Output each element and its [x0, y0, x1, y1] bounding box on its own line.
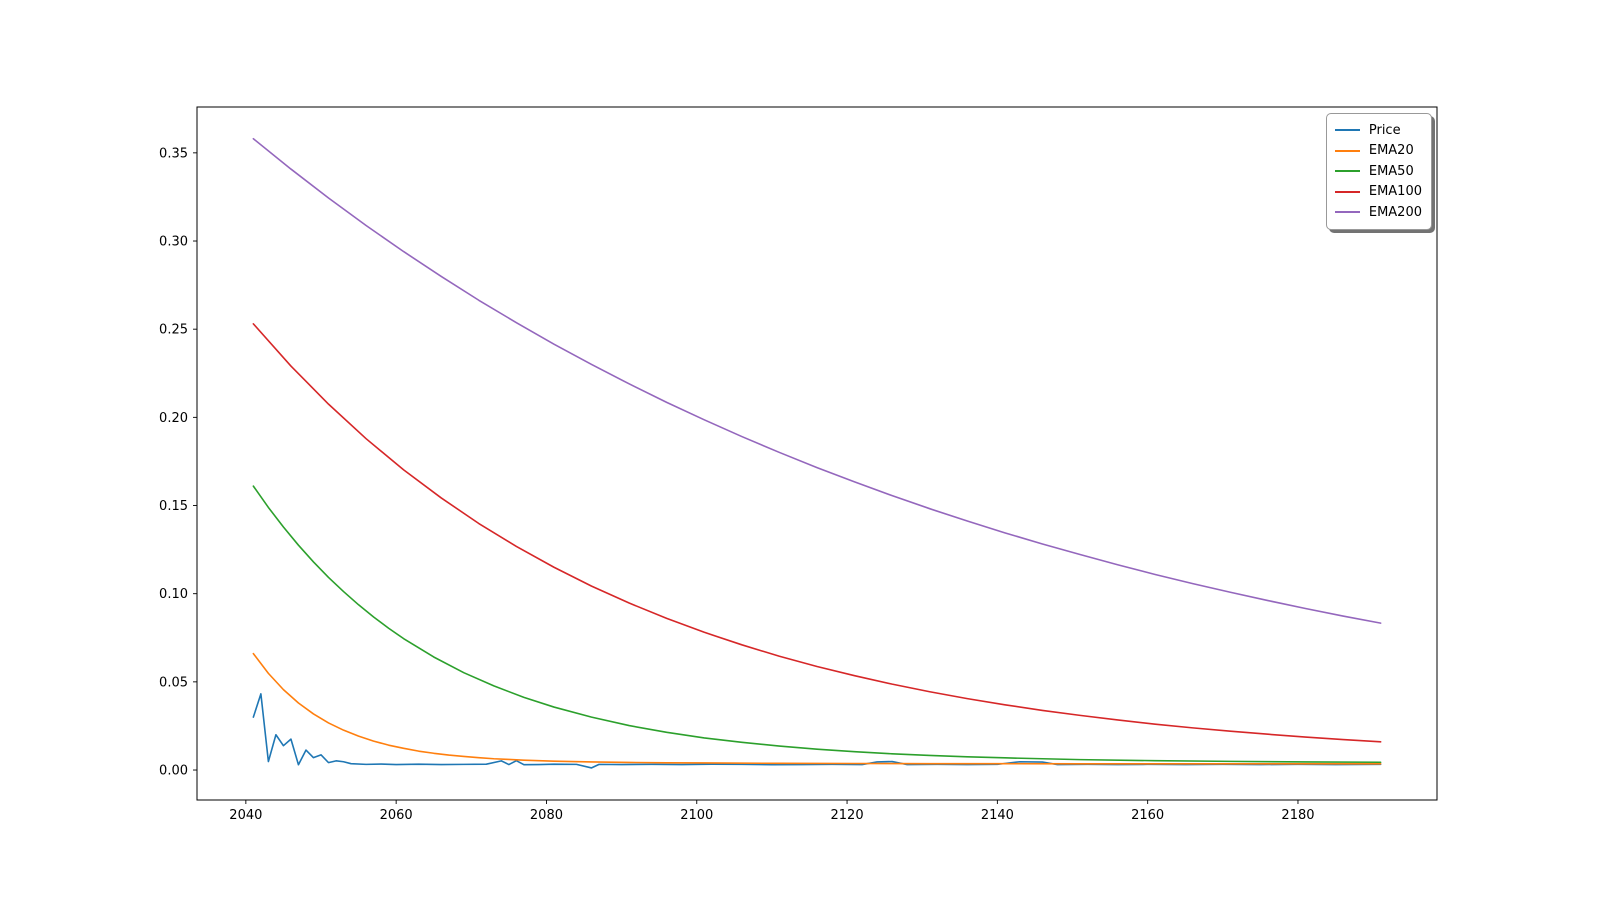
legend-item-label: EMA20	[1368, 143, 1414, 159]
y-tick-label: 0.35	[159, 146, 188, 161]
y-tick-label: 0.05	[159, 675, 188, 690]
series-line-ema20	[252, 652, 1382, 765]
x-tick-label: 2120	[831, 808, 864, 823]
legend-item-label: EMA200	[1368, 204, 1422, 220]
legend-item-ema100: EMA100	[1334, 182, 1422, 203]
x-tick-label: 2040	[229, 808, 262, 823]
series-line-ema200	[252, 137, 1382, 624]
y-tick-label: 0.10	[159, 587, 188, 602]
legend-item-label: EMA100	[1368, 184, 1422, 200]
y-tick-label: 0.15	[159, 499, 188, 514]
legend-line-swatch	[1334, 129, 1360, 132]
series-line-ema100	[252, 323, 1382, 743]
legend-line-swatch	[1334, 190, 1360, 193]
legend-item-ema200: EMA200	[1334, 202, 1422, 223]
legend-item-ema20: EMA20	[1334, 141, 1422, 162]
legend-item-price: Price	[1334, 120, 1422, 141]
y-tick-label: 0.20	[159, 411, 188, 426]
axes-spines	[196, 106, 1438, 801]
legend-line-swatch	[1334, 149, 1360, 152]
legend-line-swatch	[1334, 211, 1360, 214]
y-tick-label: 0.30	[159, 235, 188, 250]
y-tick-label: 0.00	[159, 764, 188, 779]
x-tick-label: 2180	[1281, 808, 1314, 823]
legend-line-swatch	[1334, 170, 1360, 173]
x-tick-label: 2060	[380, 808, 413, 823]
legend-item-label: Price	[1368, 122, 1401, 138]
series-line-ema50	[252, 485, 1382, 764]
y-tick-label: 0.25	[159, 323, 188, 338]
x-tick-label: 2100	[680, 808, 713, 823]
x-tick-label: 2140	[981, 808, 1014, 823]
legend: Price EMA20 EMA50 EMA100 EMA200	[1325, 113, 1432, 230]
legend-item-label: EMA50	[1368, 163, 1414, 179]
x-tick-label: 2080	[530, 808, 563, 823]
x-tick-label: 2160	[1131, 808, 1164, 823]
legend-item-ema50: EMA50	[1334, 161, 1422, 182]
